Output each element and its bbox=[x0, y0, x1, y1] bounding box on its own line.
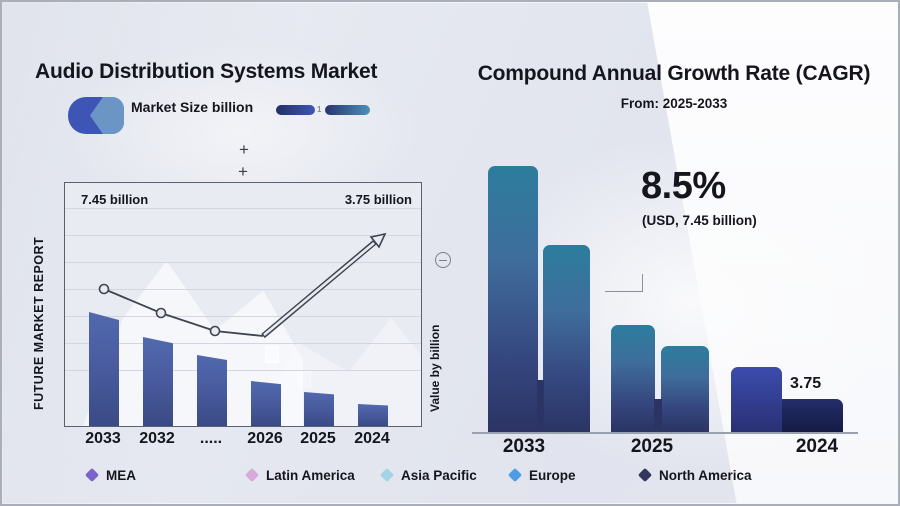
legend-diamond-icon bbox=[379, 467, 395, 483]
plus-icon: + bbox=[238, 162, 248, 181]
annotation-7-45-billion: 7.45 billion bbox=[81, 192, 149, 207]
pill-ratio-mark: 1 bbox=[317, 105, 322, 114]
cagr-bar-2024-primary bbox=[731, 367, 782, 432]
market-size-bar-2032 bbox=[143, 337, 173, 426]
gridline bbox=[65, 343, 421, 344]
legend-label: Asia Pacific bbox=[401, 467, 477, 483]
cagr-bar-2025-primary bbox=[611, 325, 655, 432]
plus-icon: + bbox=[239, 140, 249, 159]
gridline bbox=[65, 289, 421, 290]
cagr-bar-bridge bbox=[537, 380, 544, 432]
legend-item-latin-america: Latin America bbox=[244, 467, 355, 483]
step-bracket-decoration bbox=[605, 274, 643, 292]
market-size-bar-..... bbox=[197, 355, 227, 426]
cagr-x-label-2025: 2025 bbox=[630, 436, 674, 457]
value-by-billion-axis-label: Value by billion bbox=[428, 324, 442, 412]
market-size-bar-2024 bbox=[358, 404, 388, 426]
legend-diamond-icon bbox=[84, 467, 100, 483]
cagr-x-label-2033: 2033 bbox=[502, 436, 546, 457]
x-label-2024: 2024 bbox=[354, 430, 390, 447]
market-size-chart-panel: 7.45 billion 3.75 billion bbox=[64, 182, 422, 427]
trend-line-arrow bbox=[98, 232, 387, 339]
gridline bbox=[65, 235, 421, 236]
x-label-2025: 2025 bbox=[300, 430, 336, 447]
market-size-bar-2026 bbox=[251, 381, 281, 426]
x-label-.....: ..... bbox=[199, 430, 223, 447]
gridline bbox=[65, 208, 421, 209]
legend-diamond-icon bbox=[507, 467, 523, 483]
right-title: Compound Annual Growth Rate (CAGR) bbox=[477, 62, 871, 85]
x-label-2026: 2026 bbox=[247, 430, 283, 447]
market-size-cylinder-icon bbox=[68, 97, 124, 134]
cagr-bar-2033-primary bbox=[488, 166, 538, 432]
cagr-bar-2024-secondary bbox=[782, 399, 843, 432]
legend-item-asia-pacific: Asia Pacific bbox=[379, 467, 477, 483]
cylinder-facet bbox=[90, 97, 124, 134]
market-size-bar-2033 bbox=[89, 312, 119, 426]
legend-label: Europe bbox=[529, 467, 576, 483]
cagr-detail: (USD, 7.45 billion) bbox=[642, 213, 757, 228]
future-market-report-watermark: FUTURE MARKET REPORT bbox=[32, 236, 46, 410]
legend-diamond-icon bbox=[244, 467, 260, 483]
cagr-bar-2025-secondary bbox=[661, 346, 709, 432]
cagr-bar-bridge bbox=[654, 399, 662, 432]
x-label-2033: 2033 bbox=[85, 430, 121, 447]
legend-label: MEA bbox=[106, 467, 136, 483]
bar-value-callout: 3.75 bbox=[790, 375, 822, 392]
gridline bbox=[65, 262, 421, 263]
annotation-3-75-billion: 3.75 billion bbox=[344, 192, 412, 207]
gridline bbox=[65, 316, 421, 317]
market-size-bar-2025 bbox=[304, 392, 334, 426]
gradient-pill-icon-2 bbox=[325, 105, 370, 115]
cagr-bar-2033-secondary bbox=[543, 245, 590, 432]
cagr-x-label-2024: 2024 bbox=[795, 436, 839, 457]
legend-label: Latin America bbox=[266, 467, 355, 483]
cagr-baseline bbox=[472, 432, 858, 434]
legend-item-mea: MEA bbox=[84, 467, 136, 483]
legend-diamond-icon bbox=[637, 467, 653, 483]
ghost-document-icon bbox=[297, 371, 311, 388]
ghost-document-icon bbox=[265, 346, 279, 363]
right-subtitle: From: 2025-2033 bbox=[620, 96, 728, 111]
legend-label: North America bbox=[659, 467, 752, 483]
legend-item-north-america: North America bbox=[637, 467, 752, 483]
x-label-2032: 2032 bbox=[139, 430, 175, 447]
gridline bbox=[65, 370, 421, 371]
circle-minus-icon bbox=[435, 252, 451, 268]
legend-item-europe: Europe bbox=[507, 467, 576, 483]
left-title: Audio Distribution Systems Market bbox=[35, 60, 378, 83]
market-size-legend-label: Market Size billion bbox=[131, 99, 254, 115]
gradient-pill-icon-1 bbox=[276, 105, 315, 115]
cagr-value: 8.5% bbox=[641, 165, 726, 207]
